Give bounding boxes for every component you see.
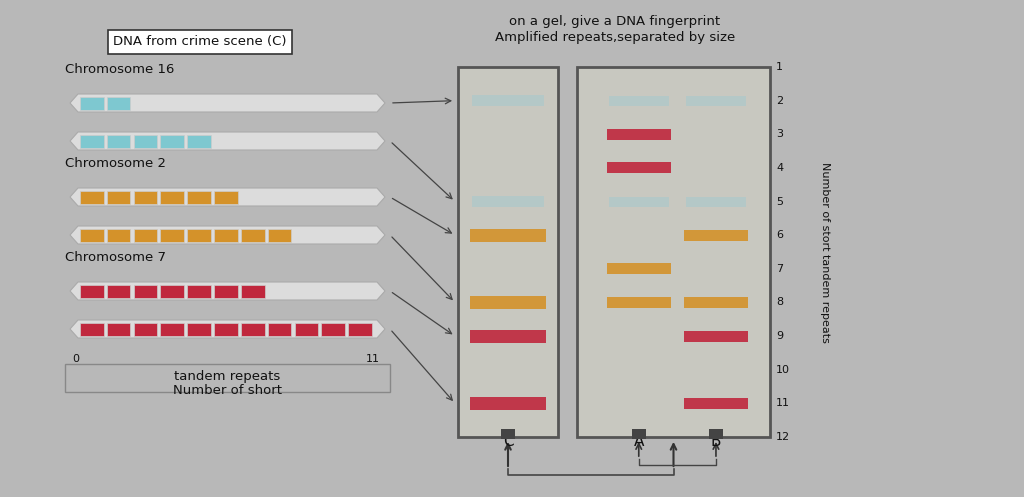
Text: 0: 0 <box>72 354 79 364</box>
Bar <box>106 96 130 109</box>
Text: 3: 3 <box>776 129 783 139</box>
Bar <box>295 323 318 335</box>
Bar <box>470 296 546 309</box>
Bar <box>80 284 103 298</box>
Bar <box>458 67 558 437</box>
Text: Chromosome 7: Chromosome 7 <box>65 251 166 264</box>
Bar <box>80 135 103 148</box>
Polygon shape <box>70 132 385 150</box>
Bar <box>501 429 515 439</box>
Bar <box>161 323 184 335</box>
Bar <box>472 196 544 207</box>
Bar <box>267 323 291 335</box>
Polygon shape <box>70 188 385 206</box>
Bar <box>106 135 130 148</box>
Polygon shape <box>70 226 385 244</box>
Text: 11: 11 <box>776 399 790 409</box>
Bar <box>470 397 546 410</box>
Text: Chromosome 2: Chromosome 2 <box>65 157 166 170</box>
Text: 4: 4 <box>776 163 783 173</box>
Bar <box>608 196 669 207</box>
Text: 10: 10 <box>776 365 790 375</box>
Text: 12: 12 <box>776 432 791 442</box>
Bar <box>106 284 130 298</box>
Bar <box>607 263 671 274</box>
Text: 7: 7 <box>776 264 783 274</box>
Bar <box>187 135 211 148</box>
Text: C: C <box>503 434 513 449</box>
Bar <box>187 229 211 242</box>
Bar <box>684 398 748 409</box>
Bar <box>106 323 130 335</box>
Bar <box>187 284 211 298</box>
Bar <box>684 230 748 241</box>
Bar <box>607 129 671 140</box>
Bar <box>214 284 238 298</box>
Bar <box>632 429 646 439</box>
Bar <box>241 229 264 242</box>
Bar <box>134 135 158 148</box>
Bar <box>214 190 238 203</box>
Text: 8: 8 <box>776 298 783 308</box>
Bar <box>684 297 748 308</box>
Text: 6: 6 <box>776 230 783 240</box>
Bar <box>267 229 291 242</box>
Bar <box>686 95 745 106</box>
Bar <box>214 229 238 242</box>
Text: DNA from crime scene (C): DNA from crime scene (C) <box>114 35 287 49</box>
Text: 9: 9 <box>776 331 783 341</box>
Text: on a gel, give a DNA fingerprint: on a gel, give a DNA fingerprint <box>509 15 721 28</box>
Bar <box>607 163 671 173</box>
Text: 11: 11 <box>366 354 380 364</box>
Bar <box>607 297 671 308</box>
Text: 2: 2 <box>776 95 783 106</box>
Bar <box>161 284 184 298</box>
Bar <box>322 323 345 335</box>
Bar <box>80 229 103 242</box>
Bar <box>241 284 264 298</box>
Text: 5: 5 <box>776 196 783 207</box>
Polygon shape <box>70 282 385 300</box>
Bar <box>608 95 669 106</box>
Bar <box>161 190 184 203</box>
Bar <box>472 95 544 106</box>
Bar <box>161 135 184 148</box>
Bar <box>241 323 264 335</box>
Bar <box>187 190 211 203</box>
Bar <box>470 229 546 242</box>
Bar <box>134 229 158 242</box>
Bar <box>161 229 184 242</box>
Bar <box>577 67 770 437</box>
Bar <box>686 196 745 207</box>
Text: Chromosome 16: Chromosome 16 <box>65 63 174 76</box>
Text: Number of short: Number of short <box>173 384 282 397</box>
Bar <box>214 323 238 335</box>
Text: 1: 1 <box>776 62 783 72</box>
Bar <box>709 429 723 439</box>
Polygon shape <box>70 320 385 338</box>
Text: B: B <box>711 434 721 449</box>
Bar <box>134 190 158 203</box>
Bar <box>80 96 103 109</box>
Bar <box>80 190 103 203</box>
Text: Amplified repeats,separated by size: Amplified repeats,separated by size <box>495 30 735 44</box>
Bar <box>470 330 546 342</box>
Bar <box>134 284 158 298</box>
Text: A: A <box>634 434 644 449</box>
Bar <box>65 364 390 392</box>
Bar <box>106 229 130 242</box>
Bar <box>348 323 372 335</box>
Bar <box>684 331 748 341</box>
Bar <box>134 323 158 335</box>
Bar <box>106 190 130 203</box>
Text: tandem repeats: tandem repeats <box>174 370 281 383</box>
Bar <box>80 323 103 335</box>
Bar <box>187 323 211 335</box>
Polygon shape <box>70 94 385 112</box>
Text: Number of stort tandem repeats: Number of stort tandem repeats <box>820 162 830 342</box>
